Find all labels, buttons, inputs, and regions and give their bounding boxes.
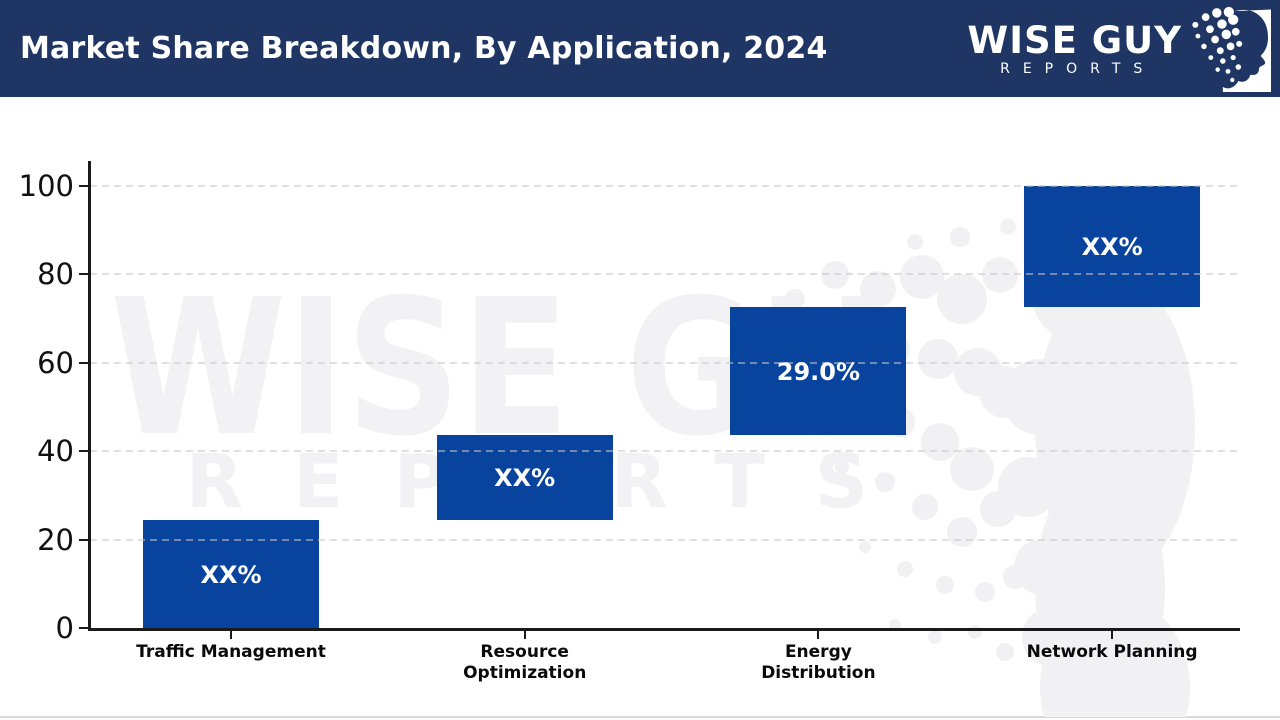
brand-subtitle: REPORTS	[1000, 60, 1156, 77]
category-label-line: Traffic Management	[136, 642, 326, 662]
y-tick-mark	[79, 627, 88, 629]
y-tick-label: 100	[18, 169, 74, 203]
bar-segment	[1024, 186, 1201, 307]
bar-value-label: 29.0%	[776, 357, 861, 386]
category-label-line: Resource	[480, 642, 569, 662]
y-tick-label: 0	[55, 611, 74, 645]
brand-face-icon	[1192, 6, 1271, 92]
gridline-60	[90, 361, 1240, 364]
y-tick-mark	[79, 273, 88, 276]
chart-title: Market Share Breakdown, By Application, …	[20, 31, 828, 66]
x-tick-mark	[230, 630, 232, 639]
chart-area: WISE GU REPORTS	[0, 97, 1280, 717]
gridline-20	[90, 538, 1240, 541]
x-axis-line	[88, 628, 1240, 631]
gridline-80	[90, 273, 1240, 276]
bar-segment	[730, 306, 907, 435]
gridline-100	[90, 185, 1240, 187]
category-label-line: Energy	[784, 642, 852, 662]
y-tick-mark	[79, 538, 88, 541]
bar-value-label: XX%	[494, 464, 556, 493]
y-tick-label: 80	[37, 257, 74, 292]
bar-segment	[143, 519, 319, 628]
y-tick-label: 60	[37, 345, 74, 380]
category-label: Energy Distribution	[688, 642, 948, 684]
y-axis-line	[88, 161, 91, 631]
x-tick-mark	[523, 630, 526, 639]
category-label-line: Optimization	[463, 663, 587, 683]
category-label-line: Network Planning	[1026, 642, 1198, 662]
category-label: Network Planning	[982, 642, 1242, 663]
x-tick-mark	[817, 630, 820, 639]
header-bar: Market Share Breakdown, By Application, …	[0, 0, 1280, 97]
category-label: Traffic Management	[101, 642, 361, 663]
y-tick-mark	[79, 450, 88, 453]
gridline-40	[90, 450, 1240, 453]
bar-segment	[436, 434, 613, 520]
bar-value-label: XX%	[200, 560, 262, 589]
y-tick-label: 40	[37, 434, 74, 469]
category-label: Resource Optimization	[395, 642, 655, 684]
y-tick-label: 20	[37, 522, 74, 557]
bar-value-label: XX%	[1081, 233, 1143, 262]
y-tick-mark	[79, 361, 88, 364]
category-label-line: Distribution	[761, 663, 876, 683]
brand-name: WISE GUY	[967, 18, 1182, 62]
brand-logo: WISE GUY REPORTS	[967, 6, 1280, 92]
x-tick-mark	[1111, 630, 1114, 639]
brand-logo-text: WISE GUY REPORTS	[967, 22, 1182, 76]
y-tick-mark	[79, 185, 88, 187]
bottom-divider	[0, 716, 1280, 718]
